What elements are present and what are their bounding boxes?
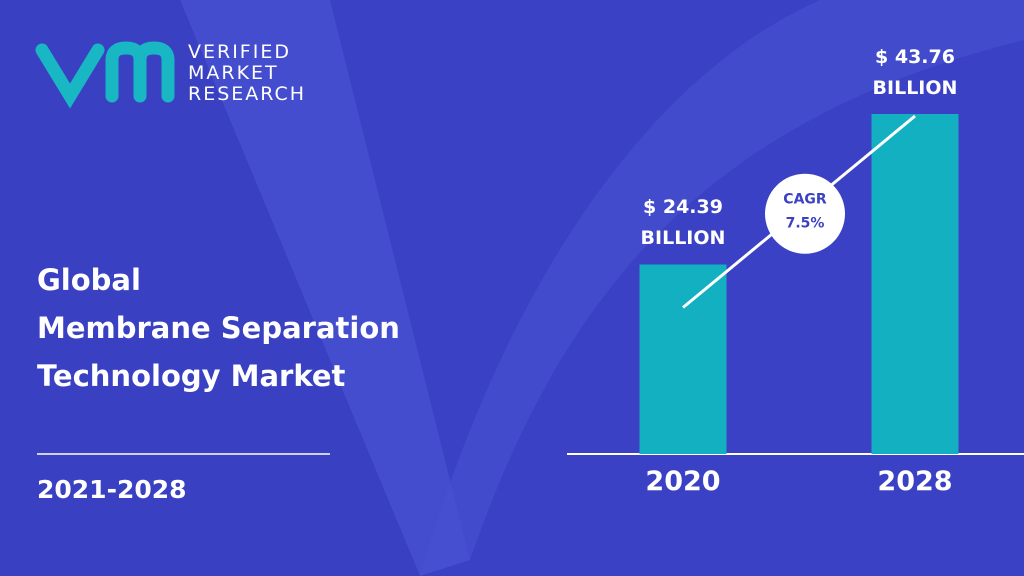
logo-line: RESEARCH <box>188 83 306 105</box>
bg-shape <box>180 0 470 576</box>
title-line: Technology Market <box>37 359 346 393</box>
period: 2021-2028 <box>37 475 187 504</box>
value-label: $ 24.39 BILLION <box>640 196 726 250</box>
x-tick-label: 2028 <box>877 466 952 497</box>
title-line: Global <box>37 263 141 297</box>
title: Global Membrane Separation Technology Ma… <box>37 263 400 393</box>
cagr-badge <box>765 173 845 254</box>
logo-text: VERIFIED MARKET RESEARCH <box>188 41 306 105</box>
x-tick-label: 2020 <box>645 466 720 497</box>
bg-shape <box>0 0 420 576</box>
logo-v <box>35 43 105 109</box>
cagr-label: CAGR <box>783 192 827 208</box>
logo-m <box>105 41 175 103</box>
bar <box>639 264 727 454</box>
logo-mark <box>35 41 175 109</box>
value-label: $ 43.76 BILLION <box>872 46 958 99</box>
title-line: Membrane Separation <box>37 311 400 345</box>
logo-line: MARKET <box>188 62 279 84</box>
cagr-value: 7.5% <box>786 216 825 232</box>
bg-shape <box>420 0 1024 576</box>
logo-line: VERIFIED <box>188 41 291 63</box>
bar <box>871 114 959 454</box>
